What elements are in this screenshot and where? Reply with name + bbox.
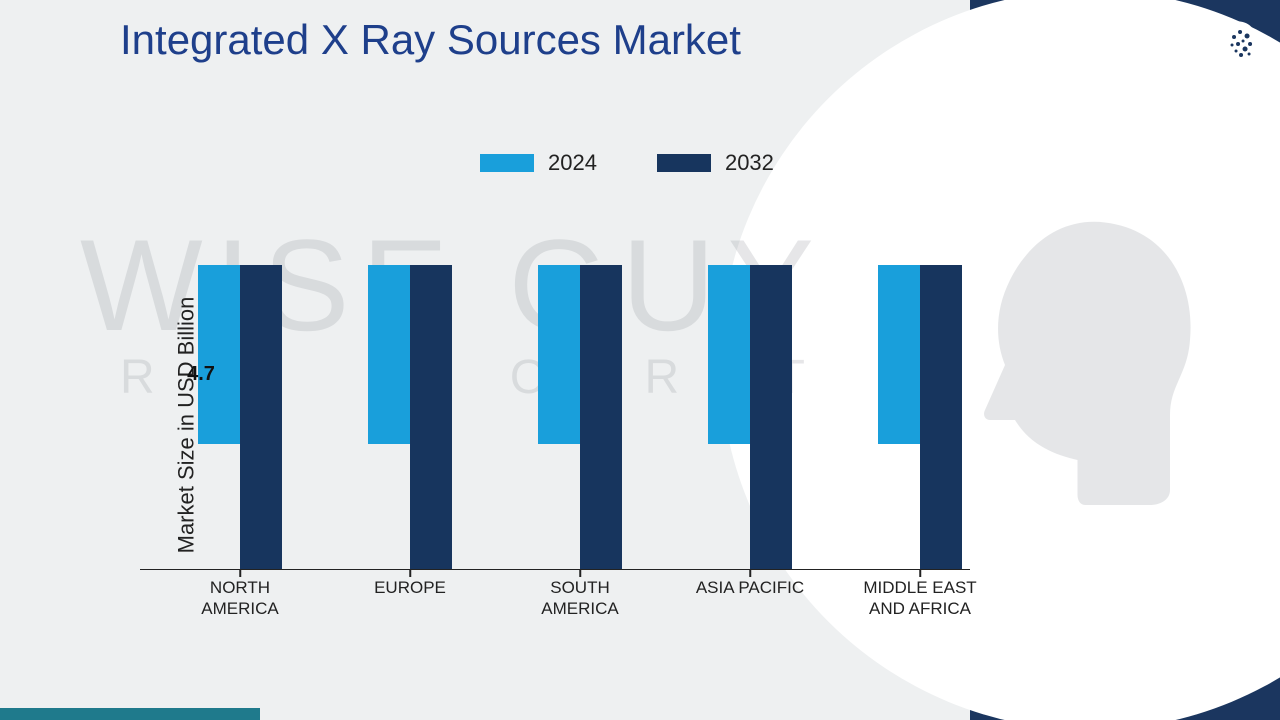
logo-word-2: GUY	[1108, 27, 1204, 72]
bar	[920, 265, 962, 569]
category-label: NORTH AMERICA	[170, 569, 310, 620]
bar	[538, 265, 580, 444]
watermark-head-icon	[950, 210, 1210, 510]
category-label: EUROPE	[340, 569, 480, 598]
bar	[410, 265, 452, 569]
bar	[750, 265, 792, 569]
page-title: Integrated X Ray Sources Market	[120, 16, 741, 64]
bar-group: MIDDLE EAST AND AFRICA	[860, 265, 980, 569]
bar-group: 4.7NORTH AMERICA	[180, 265, 300, 569]
category-label: ASIA PACIFIC	[680, 569, 820, 598]
bar-group: ASIA PACIFIC	[690, 265, 810, 569]
plot-area: 4.7NORTH AMERICA EUROPE SOUTH AMERICA ASIA …	[140, 190, 970, 570]
category-label: SOUTH AMERICA	[510, 569, 650, 620]
bar-chart: Market Size in USD Billion 4.7NORTH AMER…	[40, 150, 970, 700]
bottom-accent-bar	[0, 708, 260, 720]
bar-group: EUROPE	[350, 265, 470, 569]
bar	[240, 265, 282, 569]
bar	[198, 265, 240, 444]
bar	[878, 265, 920, 444]
logo-head-icon	[1210, 18, 1260, 80]
bar-value-label: 4.7	[187, 363, 215, 386]
stage: WISE GUY REPORTS WISE GUY R E P O R T S …	[0, 0, 1280, 720]
bar-group: SOUTH AMERICA	[520, 265, 640, 569]
bar	[580, 265, 622, 569]
bar	[368, 265, 410, 444]
logo-word-1: WISE	[990, 27, 1104, 72]
brand-logo: WISE GUY REPORTS	[990, 18, 1260, 94]
category-label: MIDDLE EAST AND AFRICA	[850, 569, 990, 620]
bar	[708, 265, 750, 444]
